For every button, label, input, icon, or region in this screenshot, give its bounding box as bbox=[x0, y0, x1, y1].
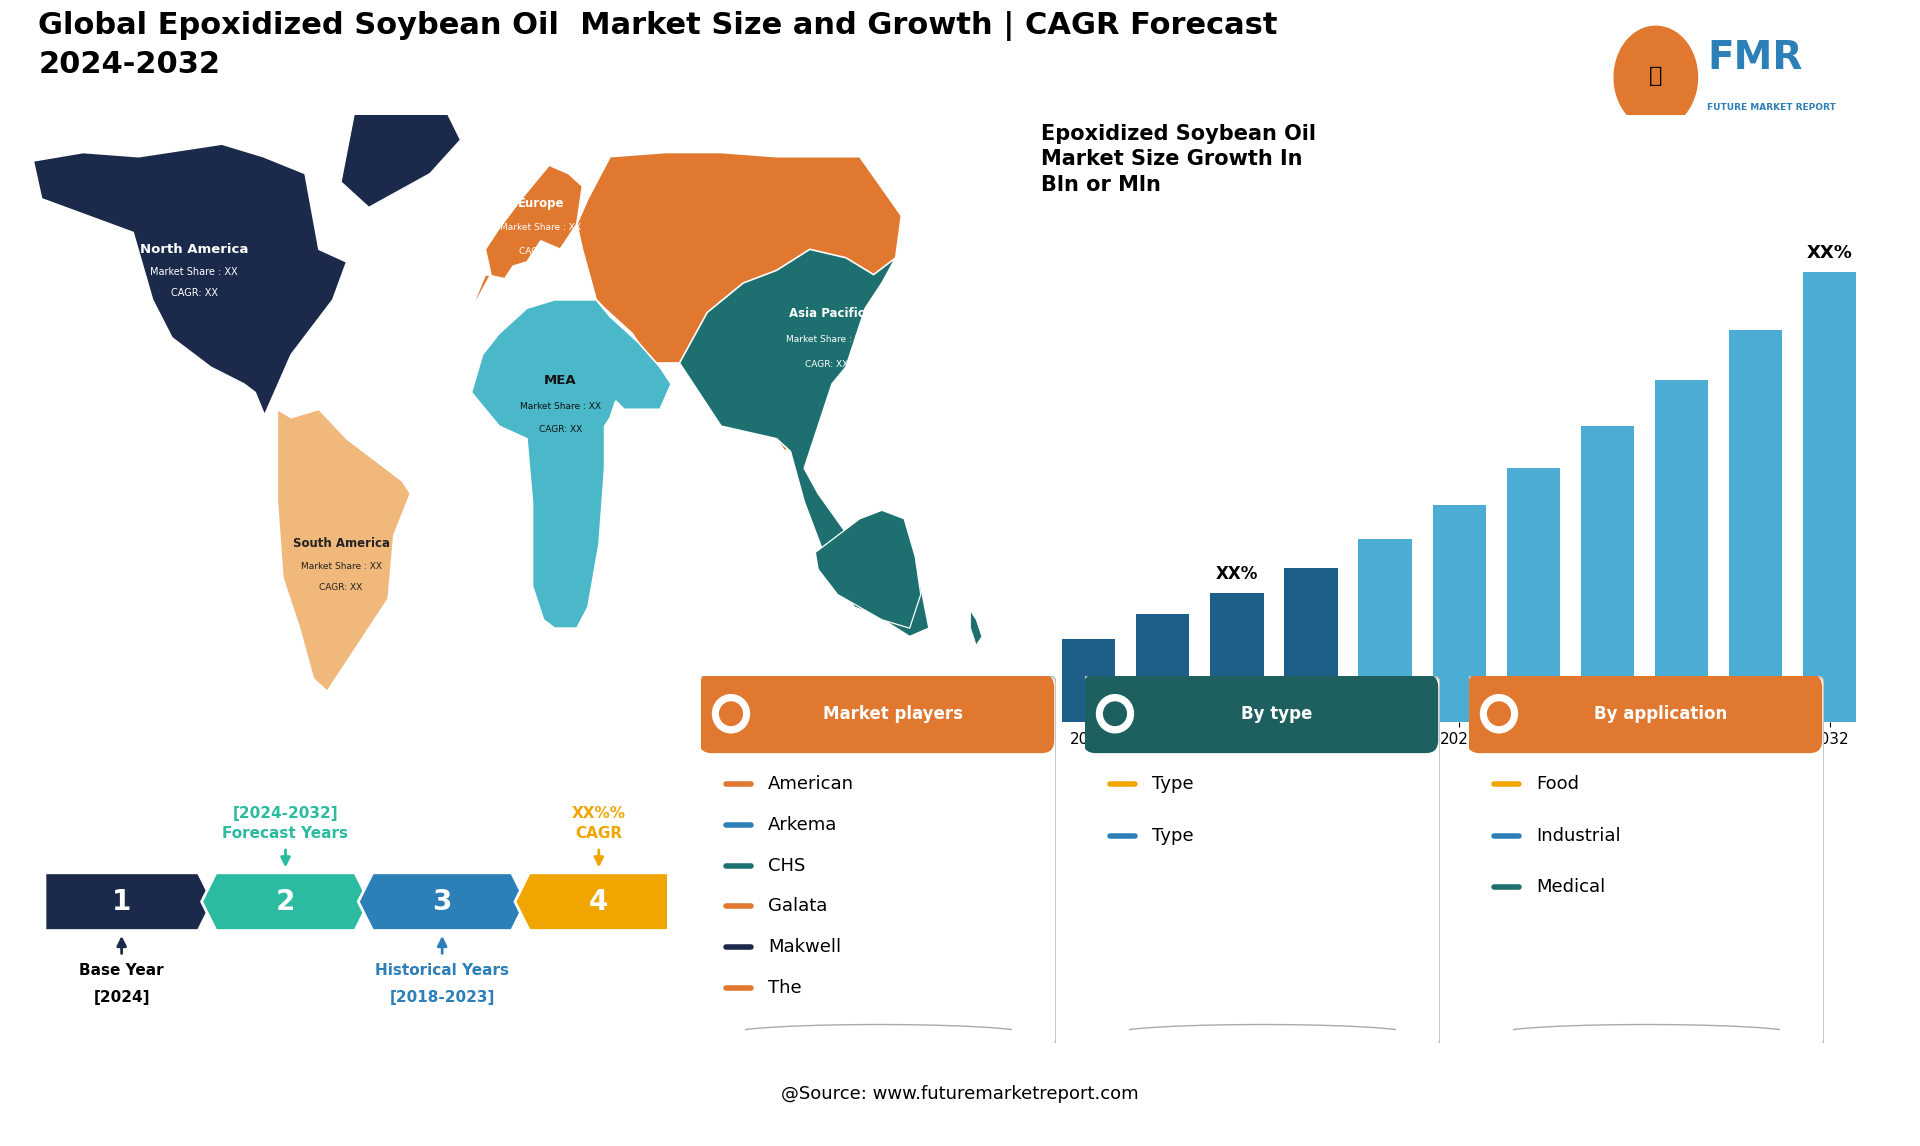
Polygon shape bbox=[472, 165, 582, 308]
Text: By type: By type bbox=[1240, 705, 1311, 723]
Polygon shape bbox=[44, 873, 213, 931]
Text: [2024]: [2024] bbox=[94, 990, 150, 1005]
Text: Market Share : XX: Market Share : XX bbox=[301, 563, 382, 571]
Text: CAGR: XX: CAGR: XX bbox=[171, 288, 217, 298]
FancyBboxPatch shape bbox=[1467, 674, 1822, 753]
Text: [2018-2023]: [2018-2023] bbox=[390, 990, 495, 1005]
Text: 2: 2 bbox=[276, 888, 296, 916]
Text: MEA: MEA bbox=[543, 374, 576, 387]
Text: By application: By application bbox=[1594, 705, 1728, 723]
Text: FMR: FMR bbox=[1707, 39, 1803, 77]
Text: Forecast Years: Forecast Years bbox=[223, 826, 349, 841]
Bar bbox=[1359, 539, 1411, 722]
Polygon shape bbox=[972, 611, 981, 645]
Text: The: The bbox=[768, 979, 803, 997]
Text: Asia Pacific: Asia Pacific bbox=[789, 307, 864, 320]
Bar bbox=[1432, 505, 1486, 722]
FancyBboxPatch shape bbox=[1465, 676, 1824, 1046]
Polygon shape bbox=[342, 107, 461, 207]
Text: Medical: Medical bbox=[1536, 878, 1605, 896]
Text: CAGR: XX: CAGR: XX bbox=[540, 425, 582, 434]
Circle shape bbox=[1480, 694, 1517, 732]
Text: Market players: Market players bbox=[822, 705, 962, 723]
Text: Market Share : XX: Market Share : XX bbox=[150, 267, 238, 276]
Text: Arkema: Arkema bbox=[768, 816, 837, 834]
Text: North America: North America bbox=[140, 243, 248, 256]
Bar bbox=[1803, 272, 1857, 722]
Circle shape bbox=[712, 694, 749, 732]
Circle shape bbox=[720, 702, 743, 725]
Text: South America: South America bbox=[292, 537, 390, 550]
Text: CAGR: XX: CAGR: XX bbox=[518, 246, 563, 256]
Text: XX%: XX% bbox=[1807, 244, 1853, 262]
Text: Europe: Europe bbox=[518, 197, 564, 210]
Bar bbox=[1062, 638, 1116, 722]
Polygon shape bbox=[515, 873, 668, 931]
Text: Market Share : XX: Market Share : XX bbox=[785, 335, 868, 344]
Polygon shape bbox=[33, 144, 348, 426]
Text: Food: Food bbox=[1536, 776, 1580, 793]
Text: Historical Years: Historical Years bbox=[374, 963, 509, 978]
Text: CAGR: XX: CAGR: XX bbox=[319, 583, 363, 592]
Bar bbox=[1728, 330, 1782, 722]
Bar bbox=[1284, 568, 1338, 722]
Polygon shape bbox=[680, 250, 929, 637]
FancyBboxPatch shape bbox=[699, 674, 1054, 753]
Text: Type: Type bbox=[1152, 776, 1194, 793]
Text: American: American bbox=[768, 776, 854, 793]
Text: 4: 4 bbox=[589, 888, 609, 916]
Circle shape bbox=[1488, 702, 1511, 725]
Circle shape bbox=[1096, 694, 1133, 732]
Text: XX%: XX% bbox=[1215, 565, 1258, 583]
Text: Makwell: Makwell bbox=[768, 937, 841, 956]
Text: Galata: Galata bbox=[768, 897, 828, 916]
Text: Epoxidized Soybean Oil
Market Size Growth In
Bln or Mln: Epoxidized Soybean Oil Market Size Growt… bbox=[1041, 124, 1315, 195]
Text: XX%%: XX%% bbox=[572, 807, 626, 822]
Text: CAGR: CAGR bbox=[576, 826, 622, 841]
Text: Market Share : XX: Market Share : XX bbox=[501, 223, 582, 233]
Text: 1: 1 bbox=[111, 888, 131, 916]
Circle shape bbox=[1615, 26, 1697, 128]
Polygon shape bbox=[202, 873, 369, 931]
Text: Type: Type bbox=[1152, 826, 1194, 845]
Polygon shape bbox=[816, 510, 922, 628]
Polygon shape bbox=[359, 873, 526, 931]
Text: FUTURE MARKET REPORT: FUTURE MARKET REPORT bbox=[1707, 102, 1836, 111]
Text: Industrial: Industrial bbox=[1536, 826, 1620, 845]
Polygon shape bbox=[276, 409, 411, 691]
Text: [2024-2032]: [2024-2032] bbox=[232, 807, 338, 822]
Bar bbox=[1580, 426, 1634, 722]
Bar bbox=[1507, 468, 1559, 722]
Text: CAGR: XX: CAGR: XX bbox=[804, 360, 849, 369]
Text: Base Year: Base Year bbox=[79, 963, 163, 978]
FancyBboxPatch shape bbox=[697, 676, 1056, 1046]
Bar bbox=[1655, 380, 1709, 722]
Text: @Source: www.futuremarketreport.com: @Source: www.futuremarketreport.com bbox=[781, 1085, 1139, 1104]
Text: 3: 3 bbox=[432, 888, 451, 916]
Text: Market Share : XX: Market Share : XX bbox=[520, 402, 601, 411]
Bar bbox=[1137, 613, 1190, 722]
Polygon shape bbox=[472, 300, 672, 628]
FancyBboxPatch shape bbox=[1081, 676, 1440, 1046]
Circle shape bbox=[1104, 702, 1127, 725]
FancyBboxPatch shape bbox=[1083, 674, 1438, 753]
Polygon shape bbox=[576, 152, 900, 452]
Text: 🔭: 🔭 bbox=[1649, 65, 1663, 86]
Bar bbox=[1210, 592, 1263, 722]
Text: CHS: CHS bbox=[768, 856, 806, 874]
Text: Global Epoxidized Soybean Oil  Market Size and Growth | CAGR Forecast
2024-2032: Global Epoxidized Soybean Oil Market Siz… bbox=[38, 11, 1279, 79]
